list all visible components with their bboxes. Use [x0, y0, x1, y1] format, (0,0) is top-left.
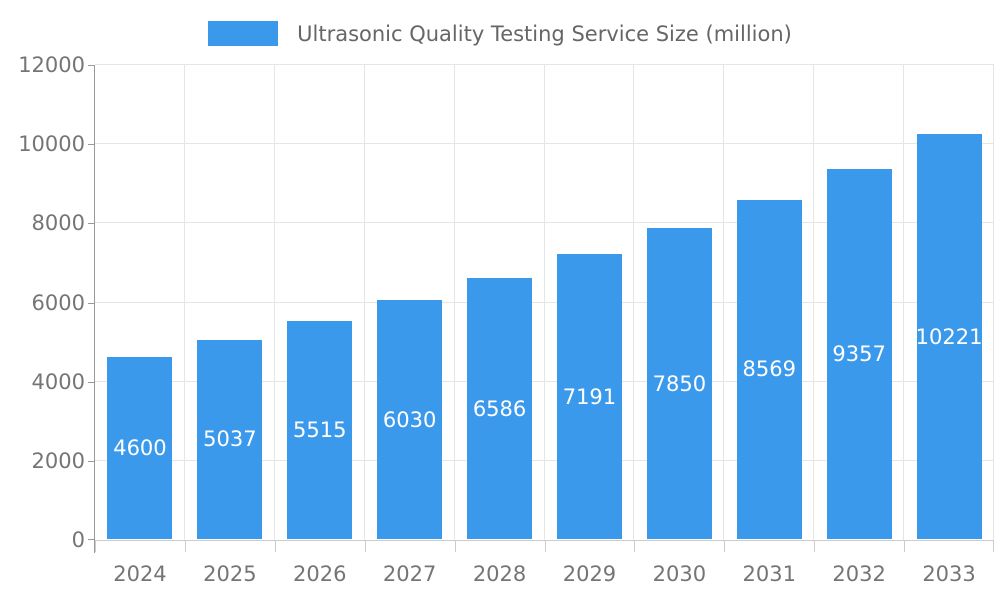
x-gridline [183, 65, 185, 540]
y-axis-label: 0 [71, 528, 85, 552]
x-gridline [813, 65, 815, 540]
y-axis-label: 12000 [18, 53, 85, 77]
x-axis-tick [993, 540, 994, 552]
y-axis-tick [88, 144, 94, 146]
y-axis-label: 8000 [31, 211, 85, 236]
y-gridline [95, 301, 994, 303]
x-axis-tick [634, 540, 636, 552]
y-axis-label: 2000 [31, 448, 85, 473]
bar[interactable]: 10221 [915, 134, 983, 539]
x-gridline [363, 65, 365, 540]
x-gridline [273, 65, 275, 540]
bar[interactable]: 6586 [467, 278, 533, 539]
y-axis-tick [88, 381, 94, 383]
bar[interactable]: 5515 [287, 320, 353, 539]
bar-value-label: 4600 [113, 435, 167, 460]
x-axis-tick [724, 540, 726, 552]
bar-value-label: 5515 [293, 417, 347, 442]
plot-area: 0 2000 4000 6000 8000 10000 12000 4600 2024 5037 2… [18, 54, 994, 586]
x-axis-tick [814, 540, 816, 552]
bar-value-label: 7191 [562, 384, 617, 409]
y-axis-tick [88, 539, 94, 540]
x-axis-line [95, 540, 994, 541]
x-axis-tick [95, 540, 96, 552]
y-gridline [95, 64, 994, 65]
bar[interactable]: 4600 [107, 356, 173, 539]
x-axis-tick [454, 540, 456, 552]
bar[interactable]: 5037 [197, 339, 263, 539]
bar[interactable]: 8569 [736, 199, 802, 539]
x-axis-tick [274, 540, 276, 552]
x-gridline [633, 65, 635, 540]
bar-value-label: 6586 [472, 396, 527, 421]
x-axis-label: 2024 [113, 562, 167, 586]
x-gridline [543, 65, 545, 540]
x-axis-label: 2033 [922, 562, 976, 586]
legend-swatch [208, 21, 279, 46]
x-axis-label: 2030 [652, 562, 707, 586]
bar-value-label: 5037 [203, 427, 257, 452]
legend-label: Ultrasonic Quality Testing Service Size … [297, 21, 792, 46]
bar[interactable]: 6030 [377, 300, 443, 539]
bar[interactable]: 9357 [826, 168, 892, 539]
y-axis-tick [88, 65, 94, 66]
x-gridline [453, 65, 455, 540]
x-axis-tick [184, 540, 186, 552]
x-axis-label: 2025 [203, 562, 257, 586]
bar[interactable]: 7191 [556, 254, 622, 539]
bar-value-label: 7850 [652, 371, 707, 396]
chart-legend[interactable]: Ultrasonic Quality Testing Service Size … [0, 20, 1000, 47]
y-axis-label: 10000 [18, 132, 85, 157]
bar[interactable]: 7850 [646, 228, 712, 539]
y-axis-label: 6000 [31, 290, 85, 315]
x-gridline [993, 65, 994, 540]
y-gridline [95, 143, 994, 145]
y-axis-tick [88, 302, 94, 304]
x-axis-label: 2029 [562, 562, 617, 586]
bar-value-label: 6030 [382, 407, 437, 432]
y-axis-tick [88, 460, 94, 462]
x-axis-tick [904, 540, 906, 552]
bar-value-label: 10221 [915, 324, 983, 349]
y-axis-label: 4000 [31, 369, 85, 394]
y-gridline [95, 459, 994, 461]
x-gridline [723, 65, 725, 540]
y-axis-tick [88, 223, 94, 225]
x-axis-tick [544, 540, 546, 552]
x-axis-label: 2027 [382, 562, 437, 586]
x-axis-label: 2032 [832, 562, 886, 586]
y-axis-line [94, 65, 95, 553]
x-axis-label: 2028 [472, 562, 527, 586]
bar-value-label: 9357 [832, 341, 886, 366]
x-axis-label: 2031 [742, 562, 796, 586]
bar-value-label: 8569 [742, 357, 796, 382]
x-gridline [903, 65, 905, 540]
x-axis-label: 2026 [293, 562, 347, 586]
y-gridline [95, 380, 994, 382]
y-gridline [95, 222, 994, 224]
x-axis-tick [364, 540, 366, 552]
